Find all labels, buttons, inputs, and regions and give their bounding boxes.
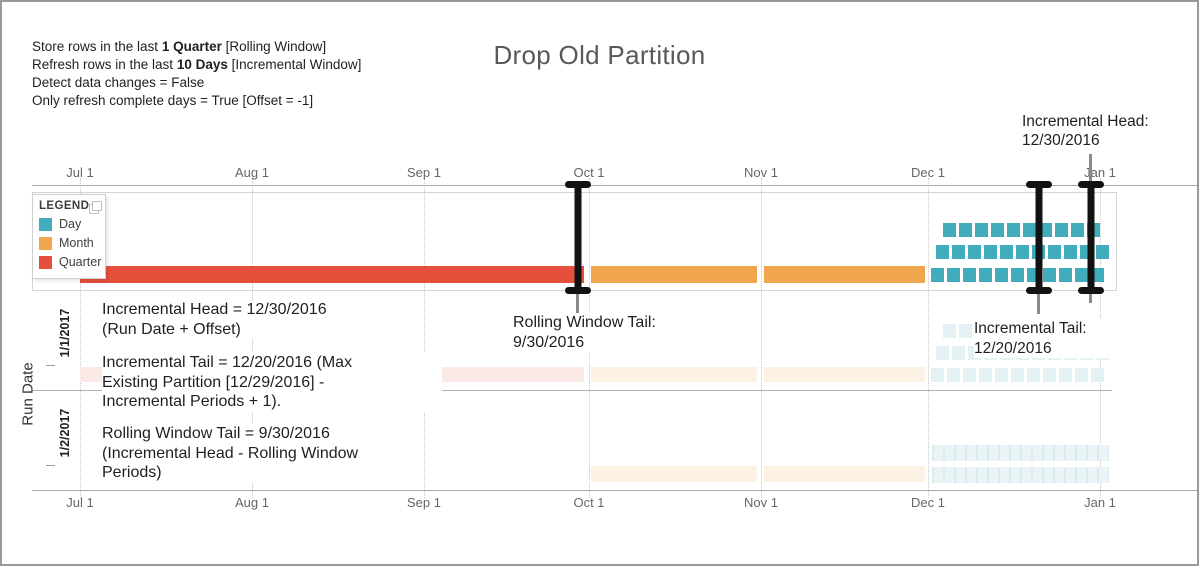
copy-icon[interactable] bbox=[89, 200, 103, 214]
faded-month-bar-nov-row2 bbox=[764, 466, 925, 482]
run-date-row-label-2: 1/2/2017 bbox=[58, 408, 72, 458]
bottom-tick-oct-1: Oct 1 bbox=[573, 495, 605, 510]
top-tick-aug-1: Aug 1 bbox=[235, 165, 269, 180]
config-line-detect-changes: Detect data changes = False bbox=[32, 75, 205, 90]
bottom-tick-dec-1: Dec 1 bbox=[911, 495, 945, 510]
run-date-axis-label: Run Date bbox=[19, 362, 37, 426]
top-tick-dec-1: Dec 1 bbox=[911, 165, 945, 180]
faded-month-bar-oct-row2 bbox=[591, 466, 757, 482]
legend-item-label: Quarter bbox=[59, 255, 102, 269]
top-tick-sep-1: Sep 1 bbox=[407, 165, 441, 180]
incremental-head-connector-stub bbox=[1089, 294, 1092, 303]
incremental-tail-definition: Incremental Tail = 12/20/2016 (Max Exist… bbox=[102, 353, 442, 412]
bottom-tick-jul-1: Jul 1 bbox=[66, 495, 94, 510]
gridline-nov-1 bbox=[761, 178, 762, 498]
gridline-jul-1 bbox=[80, 178, 81, 498]
month-swatch bbox=[39, 236, 52, 250]
legend-title: LEGEND bbox=[39, 200, 90, 212]
run-date-tick-1 bbox=[46, 365, 55, 366]
day-partition-row-top bbox=[943, 223, 1100, 237]
config-text-block: Store rows in the last 1 Quarter [Rollin… bbox=[32, 38, 361, 110]
faded-month-bar-nov-row1 bbox=[764, 367, 925, 382]
bottom-tick-jan-1: Jan 1 bbox=[1084, 495, 1116, 510]
rolling-window-tail-connector-line bbox=[576, 294, 579, 317]
legend-item-month: Month bbox=[39, 236, 99, 250]
rolling-window-tail-callout: Rolling Window Tail: 9/30/2016 bbox=[513, 313, 656, 352]
run-date-row-label-1: 1/1/2017 bbox=[58, 308, 72, 358]
gridline-sep-1 bbox=[424, 178, 425, 498]
day-partition-row-bottom bbox=[931, 268, 1104, 282]
day-partition-row-middle bbox=[936, 245, 1109, 259]
month-partition-bar-nov bbox=[764, 266, 925, 283]
rolling-window-tail-definition: Rolling Window Tail = 9/30/2016 (Increme… bbox=[102, 424, 359, 483]
gridline-dec-1 bbox=[928, 178, 929, 498]
row-separator-line bbox=[32, 390, 1112, 391]
legend-item-label: Month bbox=[59, 236, 94, 250]
top-tick-oct-1: Oct 1 bbox=[573, 165, 605, 180]
bottom-tick-sep-1: Sep 1 bbox=[407, 495, 441, 510]
run-date-tick-2 bbox=[46, 465, 55, 466]
top-tick-jan-1: Jan 1 bbox=[1084, 165, 1116, 180]
faded-day-band-bottom-row2 bbox=[932, 467, 1109, 483]
rolling-window-tail-marker bbox=[565, 181, 591, 294]
incremental-head-connector-line bbox=[1089, 154, 1092, 192]
quarter-partition-bar bbox=[80, 266, 584, 283]
incremental-tail-marker bbox=[1026, 181, 1052, 294]
page-title: Drop Old Partition bbox=[493, 40, 706, 70]
day-swatch bbox=[39, 217, 52, 231]
legend-item-quarter: Quarter bbox=[39, 255, 102, 269]
incremental-head-marker bbox=[1078, 181, 1104, 294]
config-line-complete-days: Only refresh complete days = True [Offse… bbox=[32, 93, 314, 108]
top-axis-line bbox=[32, 185, 1197, 186]
faded-day-band-top-row2 bbox=[932, 445, 1109, 461]
legend: LEGEND Day Month Quarter bbox=[32, 194, 106, 279]
legend-item-label: Day bbox=[59, 217, 82, 231]
incremental-head-definition: Incremental Head = 12/30/2016 (Run Date … bbox=[102, 300, 327, 339]
quarter-swatch bbox=[39, 255, 52, 269]
incremental-head-callout: Incremental Head: 12/30/2016 bbox=[1022, 112, 1149, 150]
bottom-tick-nov-1: Nov 1 bbox=[744, 495, 778, 510]
incremental-tail-connector-line bbox=[1037, 292, 1040, 314]
incremental-tail-callout: Incremental Tail: 12/20/2016 bbox=[974, 319, 1114, 358]
month-partition-bar-oct bbox=[591, 266, 757, 283]
faded-month-bar-oct-row1 bbox=[591, 367, 757, 382]
bottom-axis-line bbox=[32, 490, 1197, 491]
config-line-rolling-window: Store rows in the last 1 Quarter [Rollin… bbox=[32, 39, 327, 54]
top-tick-jul-1: Jul 1 bbox=[66, 165, 94, 180]
legend-item-day: Day bbox=[39, 217, 99, 231]
bottom-tick-aug-1: Aug 1 bbox=[235, 495, 269, 510]
faded-day-row-bottom-row1 bbox=[931, 368, 1104, 382]
config-line-incremental-window: Refresh rows in the last 10 Days [Increm… bbox=[32, 57, 362, 72]
top-tick-nov-1: Nov 1 bbox=[744, 165, 778, 180]
